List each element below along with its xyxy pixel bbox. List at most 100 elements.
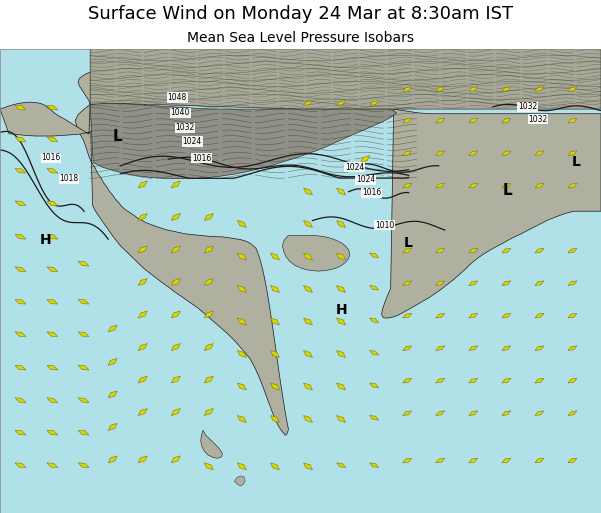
Polygon shape [171,181,180,188]
Text: H: H [335,303,347,317]
Polygon shape [304,383,313,390]
Polygon shape [535,379,544,383]
Polygon shape [270,350,279,358]
Polygon shape [502,379,511,383]
Polygon shape [15,137,26,142]
Polygon shape [78,463,89,467]
Polygon shape [568,183,577,188]
Polygon shape [204,344,213,350]
Polygon shape [15,201,26,206]
Polygon shape [15,105,26,110]
Polygon shape [108,423,117,430]
Polygon shape [47,234,58,239]
Polygon shape [108,456,117,463]
Polygon shape [337,463,346,467]
Polygon shape [502,411,511,416]
Polygon shape [108,359,117,365]
Polygon shape [502,313,511,318]
Polygon shape [204,279,213,286]
Polygon shape [15,234,26,239]
Text: L: L [112,129,122,144]
Polygon shape [469,87,478,91]
Polygon shape [436,458,445,463]
Text: 1024: 1024 [356,175,375,184]
Polygon shape [469,313,478,318]
Text: 1024: 1024 [183,137,202,146]
Text: H: H [39,233,51,247]
Text: 1010: 1010 [375,221,394,230]
Polygon shape [403,248,412,253]
Polygon shape [304,416,313,423]
Polygon shape [204,246,213,253]
Polygon shape [304,463,313,470]
Polygon shape [47,365,58,370]
Polygon shape [436,379,445,383]
Polygon shape [535,458,544,463]
Polygon shape [535,87,544,91]
Polygon shape [237,318,246,325]
Polygon shape [171,311,180,318]
Polygon shape [436,248,445,253]
Polygon shape [502,458,511,463]
Polygon shape [304,253,313,260]
Polygon shape [108,391,117,398]
Polygon shape [568,313,577,318]
Polygon shape [403,411,412,416]
Polygon shape [568,151,577,155]
Polygon shape [47,105,58,110]
Polygon shape [138,344,147,350]
Polygon shape [403,281,412,286]
Polygon shape [535,281,544,286]
Polygon shape [234,476,245,486]
Polygon shape [204,311,213,318]
Polygon shape [138,213,147,221]
Polygon shape [47,300,58,304]
Polygon shape [138,279,147,286]
Text: L: L [503,183,513,198]
Polygon shape [47,332,58,337]
Polygon shape [535,313,544,318]
Polygon shape [436,151,445,155]
Polygon shape [171,246,180,253]
Polygon shape [370,188,379,193]
Polygon shape [403,87,412,91]
Polygon shape [535,346,544,350]
Polygon shape [436,87,445,91]
Polygon shape [171,408,180,416]
Polygon shape [304,318,313,325]
Polygon shape [337,318,346,325]
Polygon shape [138,311,147,318]
Polygon shape [568,458,577,463]
Polygon shape [15,332,26,337]
Polygon shape [403,379,412,383]
Polygon shape [270,253,279,260]
Polygon shape [138,181,147,188]
Polygon shape [568,248,577,253]
Polygon shape [436,281,445,286]
Polygon shape [47,463,58,467]
Polygon shape [502,151,511,155]
Polygon shape [370,463,379,467]
Polygon shape [171,456,180,463]
Polygon shape [535,151,544,155]
Text: Mean Sea Level Pressure Isobars: Mean Sea Level Pressure Isobars [187,31,414,45]
Polygon shape [15,430,26,435]
Polygon shape [15,267,26,271]
Polygon shape [78,398,89,403]
Polygon shape [535,248,544,253]
Polygon shape [469,248,478,253]
Polygon shape [502,248,511,253]
Polygon shape [270,416,279,423]
Polygon shape [15,300,26,304]
Polygon shape [568,346,577,350]
Polygon shape [370,101,379,105]
Polygon shape [502,87,511,91]
Polygon shape [204,376,213,383]
Text: L: L [572,155,580,169]
Polygon shape [171,279,180,286]
Polygon shape [47,267,58,271]
Polygon shape [403,119,412,123]
Polygon shape [337,101,346,105]
Text: 1032: 1032 [518,102,537,111]
Polygon shape [270,463,279,470]
